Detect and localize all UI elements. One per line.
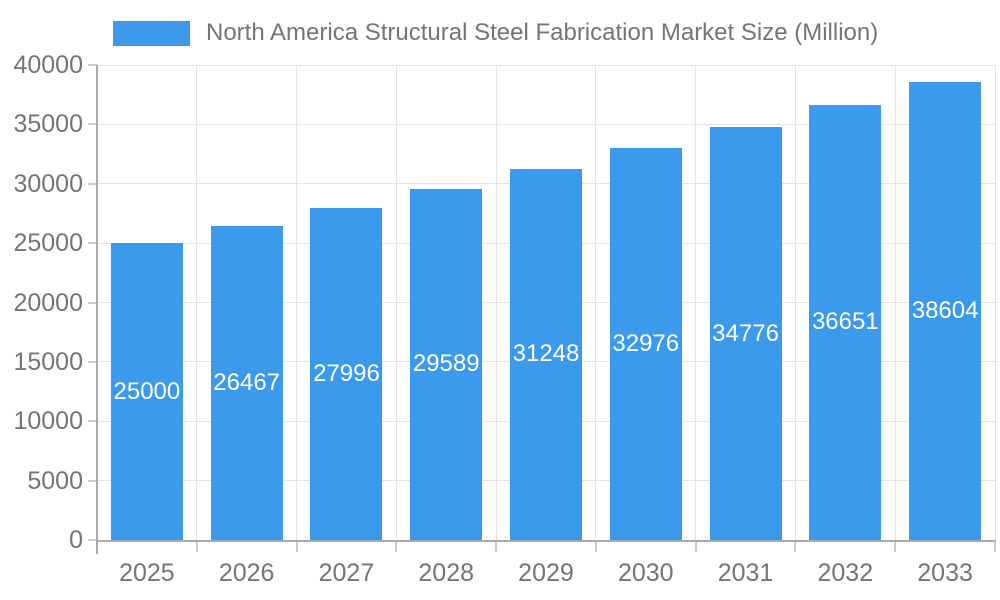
bar-value-label: 38604 — [911, 296, 979, 324]
x-axis-tick — [295, 542, 298, 552]
bar-2033[interactable] — [909, 81, 982, 540]
bar-2032[interactable] — [809, 104, 882, 540]
x-axis-tick — [894, 542, 897, 552]
y-axis-tick — [88, 301, 97, 304]
gridline-vertical — [894, 65, 896, 540]
y-axis-tick — [88, 123, 97, 126]
bar-2029[interactable] — [510, 168, 582, 540]
gridline-vertical — [495, 65, 497, 540]
bar-value-label: 32976 — [612, 330, 680, 358]
bar-2030[interactable] — [609, 148, 682, 540]
bar-value-label: 27996 — [313, 359, 380, 387]
bar-2028[interactable] — [410, 188, 483, 540]
x-axis-label: 2030 — [617, 559, 674, 587]
x-axis-tick — [594, 542, 597, 552]
y-axis-label: 30000 — [13, 169, 83, 198]
gridline-vertical — [196, 65, 198, 540]
gridline-vertical — [695, 65, 697, 540]
y-axis-label: 20000 — [13, 288, 83, 317]
bar-value-label: 36651 — [811, 308, 879, 336]
x-axis-tick — [994, 542, 996, 552]
y-axis-label: 0 — [69, 526, 83, 554]
bar-value-label: 26467 — [213, 368, 281, 396]
y-axis-tick — [88, 420, 97, 423]
y-axis-tick — [88, 64, 97, 66]
bar-2031[interactable] — [709, 127, 782, 540]
x-axis-tick — [794, 542, 797, 552]
bar-value-label: 31248 — [512, 340, 580, 368]
x-axis-label: 2031 — [717, 559, 774, 587]
x-axis-tick — [694, 542, 697, 552]
bar-value-label: 34776 — [712, 319, 779, 347]
y-axis-tick — [88, 479, 97, 482]
bar-value-label: 25000 — [113, 377, 181, 405]
x-axis-label: 2033 — [917, 559, 973, 587]
y-axis-label: 5000 — [27, 466, 83, 495]
bar-value-label: 29589 — [412, 350, 480, 378]
y-axis-tick — [88, 360, 97, 363]
legend-label: North America Structural Steel Fabricati… — [206, 19, 879, 46]
gridline-vertical — [794, 65, 796, 540]
x-axis-label: 2028 — [418, 559, 475, 587]
bar-2027[interactable] — [310, 207, 383, 540]
y-axis-label: 25000 — [13, 229, 83, 258]
x-axis-label: 2026 — [218, 559, 275, 587]
legend-swatch — [113, 20, 190, 46]
x-axis-line — [96, 540, 996, 542]
gridline-vertical — [296, 65, 298, 540]
y-axis-line — [96, 65, 98, 554]
y-axis-label: 35000 — [13, 110, 83, 139]
x-axis-tick — [195, 542, 198, 552]
x-axis-label: 2027 — [318, 559, 375, 587]
legend-item[interactable]: North America Structural Steel Fabricati… — [113, 19, 878, 47]
y-axis-label: 40000 — [13, 51, 83, 79]
y-axis-label: 10000 — [13, 407, 83, 436]
bar-2025[interactable] — [110, 243, 183, 540]
x-axis-tick — [395, 542, 398, 552]
x-axis-tick — [495, 542, 498, 552]
y-axis-tick — [88, 539, 97, 541]
gridline-horizontal — [97, 64, 995, 66]
gridline-vertical — [595, 65, 597, 540]
x-axis-label: 2029 — [518, 559, 574, 587]
x-axis-label: 2032 — [817, 559, 874, 587]
gridline-horizontal — [97, 123, 995, 125]
y-axis-label: 15000 — [13, 347, 83, 376]
gridline-vertical — [395, 65, 397, 540]
bar-2026[interactable] — [210, 225, 283, 540]
y-axis-tick — [88, 242, 97, 245]
gridline-vertical — [994, 65, 996, 540]
y-axis-tick — [88, 182, 97, 185]
x-axis-label: 2025 — [119, 559, 175, 587]
